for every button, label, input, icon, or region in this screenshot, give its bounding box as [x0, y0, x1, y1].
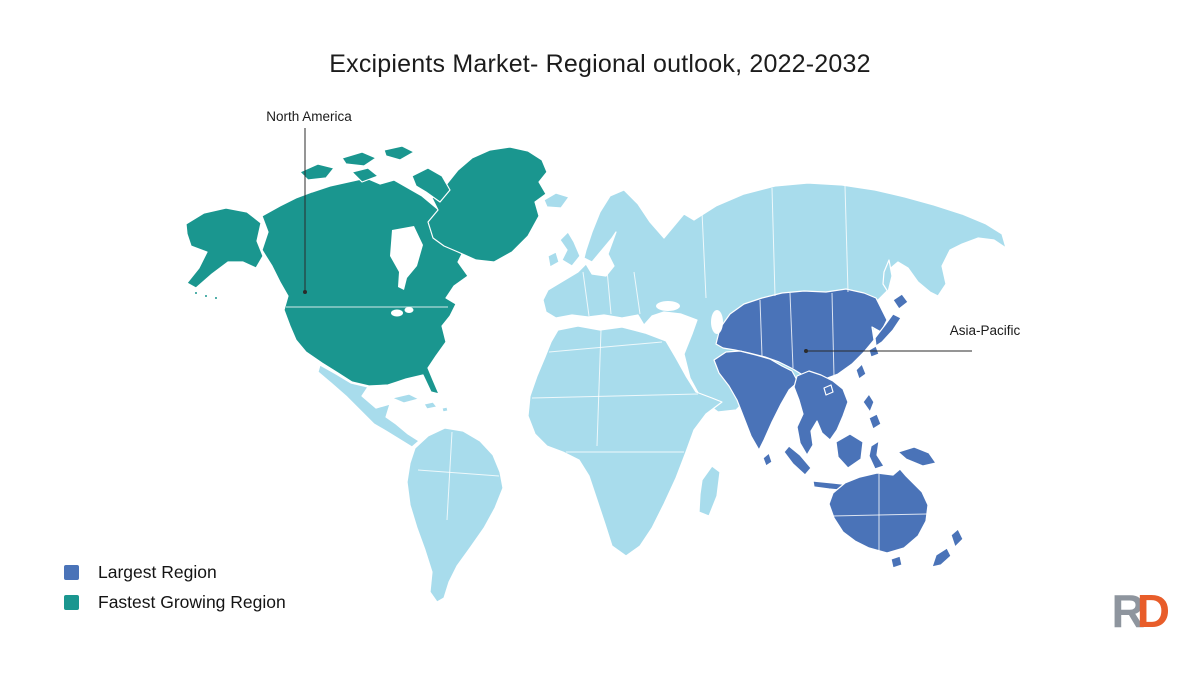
water-great-lake-2 — [404, 307, 414, 313]
annotations: North America Asia-Pacific — [266, 109, 1021, 353]
asia-pacific-pointer-dot — [804, 349, 808, 353]
map-region-asia-pacific — [713, 288, 964, 569]
border-russia-2 — [771, 187, 776, 297]
north-america-pointer-dot — [303, 290, 307, 294]
legend-swatch-fastest-growing-region — [64, 595, 79, 610]
border-russia-1 — [701, 211, 707, 299]
island-madagascar — [698, 465, 721, 517]
island-great-britain — [559, 231, 581, 267]
island-hispaniola — [423, 401, 438, 410]
island-sri-lanka — [762, 452, 773, 467]
island-iceland — [543, 192, 570, 209]
north-america-label: North America — [266, 109, 352, 124]
island-aleutian-1 — [193, 290, 199, 296]
border-china-2 — [831, 292, 835, 378]
water-hudson-bay — [390, 226, 423, 290]
island-philippines-1 — [862, 393, 875, 413]
island-arctic-1 — [299, 163, 335, 181]
border-south-america-2 — [417, 469, 500, 477]
island-arctic-3 — [383, 145, 415, 161]
island-new-guinea — [897, 446, 937, 467]
map-region-north-america — [185, 145, 548, 395]
island-arctic-4 — [351, 167, 379, 183]
island-philippines-2 — [868, 413, 882, 430]
border-africa-2 — [548, 341, 663, 353]
country-borders — [286, 185, 928, 551]
island-baffin — [411, 167, 451, 203]
island-greenland — [427, 146, 548, 263]
island-hainan — [823, 384, 834, 396]
island-caribbean-small — [441, 406, 449, 413]
water-caspian-sea — [711, 310, 723, 334]
island-aleutian-3 — [213, 295, 219, 301]
landmass-mexico-central-america — [317, 364, 420, 448]
island-sumatra — [783, 445, 812, 476]
border-china-1 — [789, 292, 794, 369]
island-arctic-2 — [341, 151, 377, 167]
border-europe-3 — [633, 271, 641, 315]
border-russia-3 — [844, 185, 849, 293]
landmass-southeast-asia — [793, 370, 849, 456]
border-europe-2 — [606, 269, 612, 315]
island-tasmania — [890, 555, 903, 569]
landmass-alaska — [185, 207, 264, 289]
brand-logo-letter-r: R — [1111, 585, 1145, 637]
island-ireland — [547, 251, 560, 268]
legend-item-largest-region: Largest Region — [64, 562, 286, 583]
border-africa-1 — [531, 393, 699, 399]
landmass-india-pakistan — [713, 350, 799, 451]
water-great-lake-1 — [391, 309, 403, 317]
landmass-south-america — [406, 427, 504, 603]
island-aleutian-2 — [203, 293, 209, 299]
page-title: Excipients Market- Regional outlook, 202… — [329, 50, 871, 78]
border-africa-3 — [596, 329, 602, 447]
island-hokkaido — [892, 293, 909, 310]
border-china-3 — [759, 299, 763, 357]
island-taiwan — [855, 363, 867, 380]
border-south-america-1 — [446, 431, 453, 521]
legend-item-fastest-growing-region: Fastest Growing Region — [64, 592, 286, 613]
border-australia-2 — [831, 513, 928, 517]
legend-label-fastest-growing-region: Fastest Growing Region — [98, 592, 286, 612]
legend: Largest Region Fastest Growing Region — [64, 562, 286, 613]
border-europe-1 — [582, 271, 590, 317]
island-sakhalin — [882, 259, 893, 293]
island-sulawesi — [868, 440, 885, 470]
water-black-sea — [656, 301, 680, 311]
island-cuba — [391, 393, 420, 404]
brand-logo: R D — [1112, 588, 1170, 634]
legend-swatch-largest-region — [64, 565, 79, 580]
island-honshu — [874, 313, 902, 347]
legend-label-largest-region: Largest Region — [98, 562, 217, 582]
asia-pacific-label: Asia-Pacific — [950, 323, 1021, 338]
island-borneo — [835, 433, 864, 469]
island-new-zealand-north — [950, 528, 964, 548]
landmass-africa — [527, 325, 723, 557]
brand-logo-letter-d: D — [1136, 585, 1170, 637]
island-new-zealand-south — [931, 547, 952, 568]
inland-water — [390, 226, 723, 334]
